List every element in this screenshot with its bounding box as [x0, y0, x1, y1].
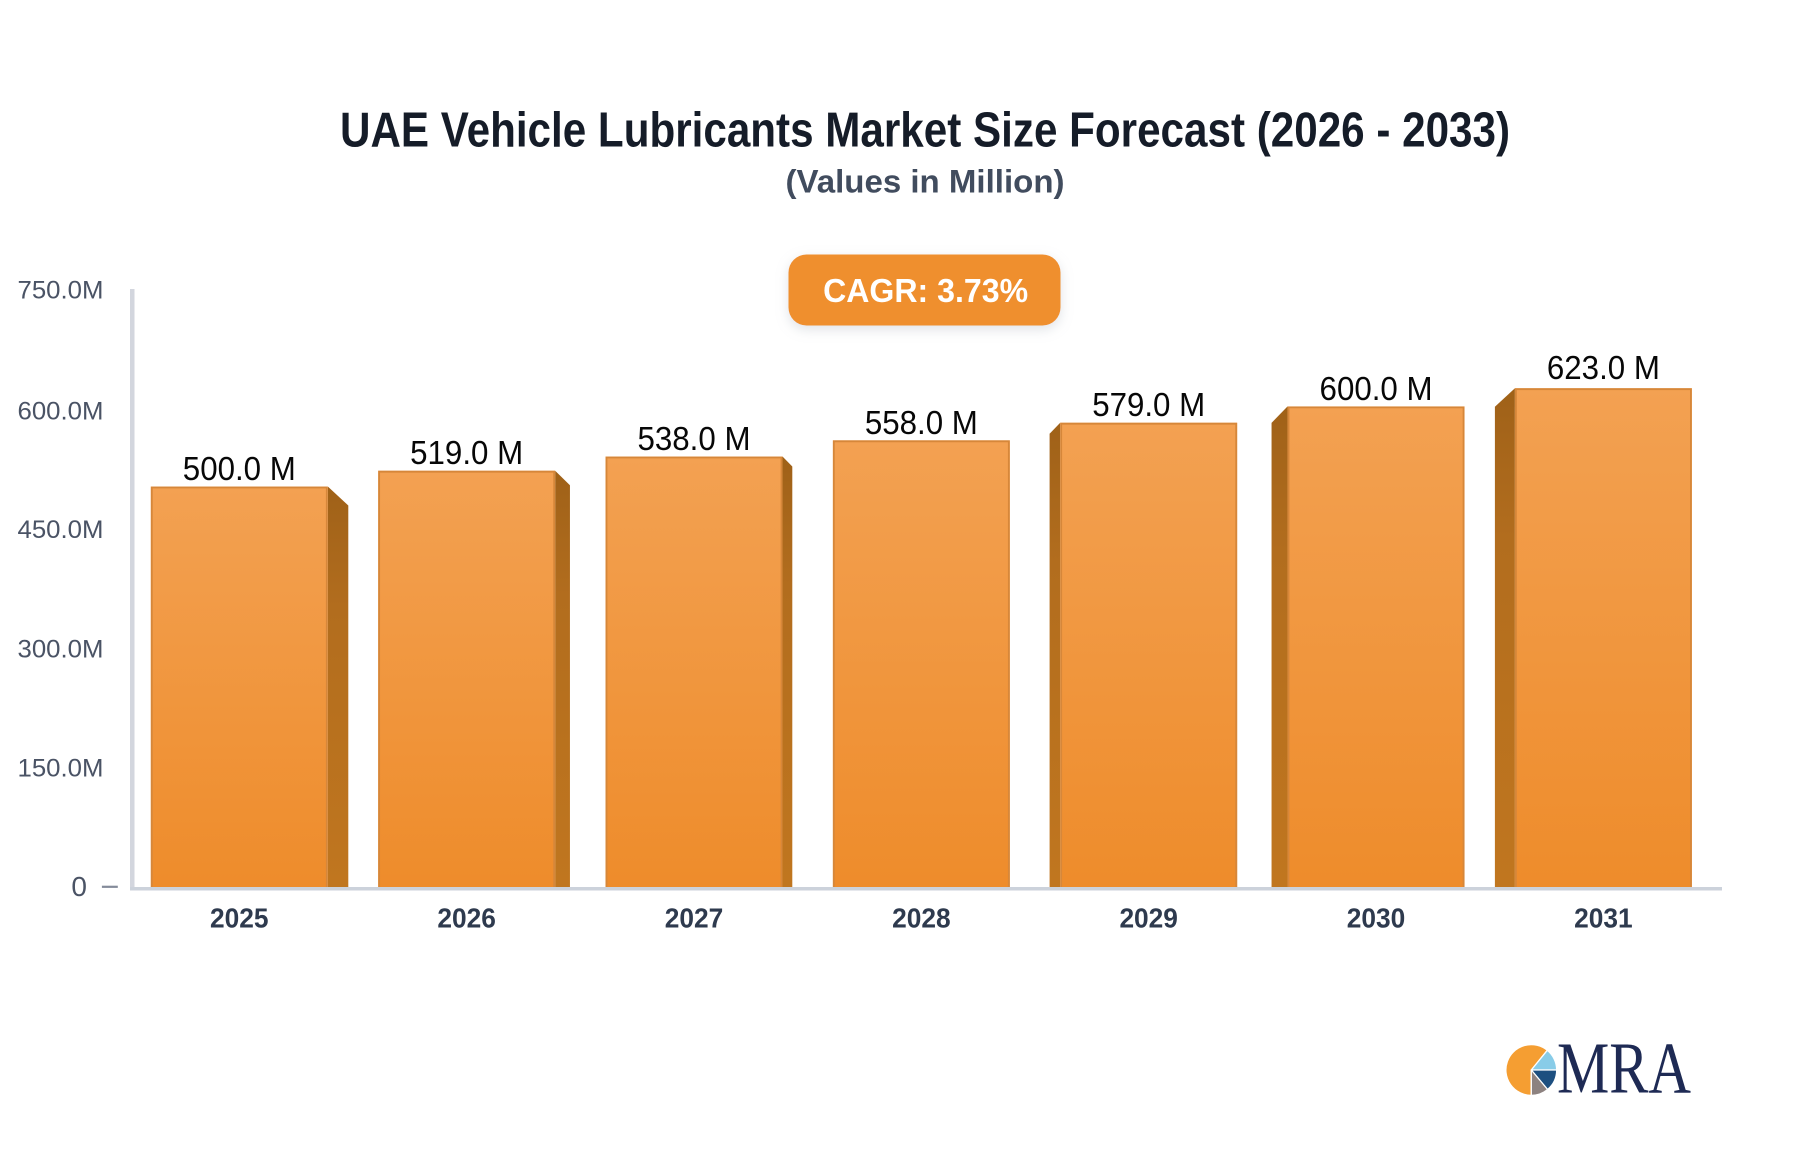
svg-text:623.0 M: 623.0 M [1547, 349, 1660, 386]
svg-text:CAGR: 3.73%: CAGR: 3.73% [823, 272, 1028, 309]
svg-text:2025: 2025 [210, 903, 269, 934]
svg-text:500.0 M: 500.0 M [183, 450, 296, 487]
svg-text:2028: 2028 [892, 903, 951, 934]
svg-text:150.0M: 150.0M [18, 755, 104, 783]
svg-text:519.0 M: 519.0 M [410, 434, 523, 471]
svg-text:UAE Vehicle Lubricants Market: UAE Vehicle Lubricants Market Size Forec… [340, 103, 1510, 158]
svg-text:MRA: MRA [1557, 1028, 1691, 1109]
svg-text:0: 0 [71, 871, 87, 902]
svg-text:600.0M: 600.0M [18, 398, 104, 426]
svg-text:2031: 2031 [1574, 903, 1633, 934]
svg-text:300.0M: 300.0M [18, 636, 104, 664]
svg-text:2027: 2027 [665, 903, 724, 934]
svg-text:2026: 2026 [437, 903, 496, 934]
svg-text:579.0 M: 579.0 M [1092, 386, 1205, 423]
svg-text:538.0 M: 538.0 M [638, 420, 751, 457]
svg-text:2029: 2029 [1119, 903, 1178, 934]
svg-text:(Values in Million): (Values in Million) [786, 164, 1065, 200]
svg-text:750.0M: 750.0M [18, 276, 104, 304]
svg-text:450.0M: 450.0M [18, 516, 104, 544]
svg-text:2030: 2030 [1347, 903, 1406, 934]
svg-text:600.0 M: 600.0 M [1320, 370, 1433, 407]
svg-text:558.0 M: 558.0 M [865, 404, 978, 441]
